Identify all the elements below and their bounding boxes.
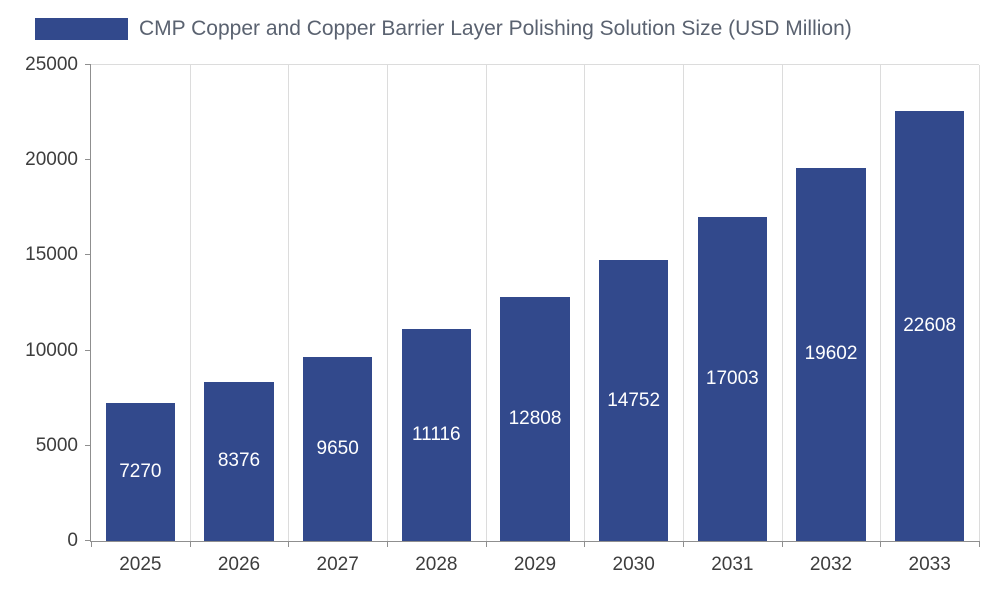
legend-item[interactable]: CMP Copper and Copper Barrier Layer Poli… [35,17,852,41]
x-axis-tick [288,541,290,547]
x-axis-tick [880,541,882,547]
bar-2028: 11116 [401,329,471,541]
gridline [682,65,684,541]
gridline [288,65,290,541]
x-axis-tick [386,541,388,547]
gridline [485,65,487,541]
x-axis-tick [485,541,487,547]
chart-title: CMP Copper and Copper Barrier Layer Poli… [139,17,852,40]
x-axis-tick [979,541,980,547]
gridline [880,65,882,541]
bar-2025: 7270 [105,402,175,541]
x-axis-label: 2031 [711,554,754,575]
bar-value-label: 11116 [412,424,461,446]
x-axis-label: 2025 [119,554,162,575]
y-axis-label: 0 [67,530,78,551]
bar-value-label: 7270 [119,460,162,482]
bar-value-label: 9650 [316,438,359,460]
y-axis-label: 5000 [35,434,78,456]
y-axis-tick [85,540,91,541]
bar-value-label: 19602 [804,343,858,365]
x-axis-label: 2033 [908,554,951,575]
bar-2030: 14752 [599,260,669,541]
y-axis-tick [85,444,91,446]
y-axis-tick [85,349,91,351]
x-axis-tick [584,541,586,547]
bar-2031: 17003 [697,217,767,541]
bar-value-label: 22608 [903,314,957,336]
bar-2033: 22608 [895,110,965,541]
x-axis-label: 2029 [513,554,557,575]
y-axis-tick [85,159,91,161]
plot-area: 7270 2025 8376 2026 9650 2027 11116 2028 12808 20… [25,54,980,575]
x-axis-tick [781,541,783,547]
bar-2026: 8376 [204,381,274,541]
y-axis-label: 25000 [25,54,78,75]
x-axis-label: 2030 [612,554,655,575]
bar-value-label: 14752 [607,389,661,411]
x-axis-label: 2028 [415,554,458,575]
legend-swatch [35,18,128,40]
y-axis-label: 20000 [25,149,78,171]
bar-value-label: 17003 [705,368,759,390]
y-axis-label: 15000 [25,244,78,266]
x-axis-label: 2026 [217,554,261,575]
gridline [386,65,388,541]
gridline [979,65,980,541]
y-axis-label: 10000 [25,339,78,361]
x-axis-tick [682,541,684,547]
gridline [584,65,586,541]
x-axis-tick [189,541,191,547]
bar-value-label: 12808 [508,408,562,430]
bar-2029: 12808 [500,297,570,541]
x-axis-label: 2032 [809,554,853,575]
gridline [781,65,783,541]
x-axis-label: 2027 [316,554,359,575]
bar-2027: 9650 [303,357,373,541]
y-axis-tick [85,254,91,256]
bar-value-label: 8376 [217,450,261,472]
bar-2032: 19602 [796,167,866,541]
y-axis-tick [85,64,91,65]
gridline [189,65,191,541]
x-axis-tick [91,541,92,547]
